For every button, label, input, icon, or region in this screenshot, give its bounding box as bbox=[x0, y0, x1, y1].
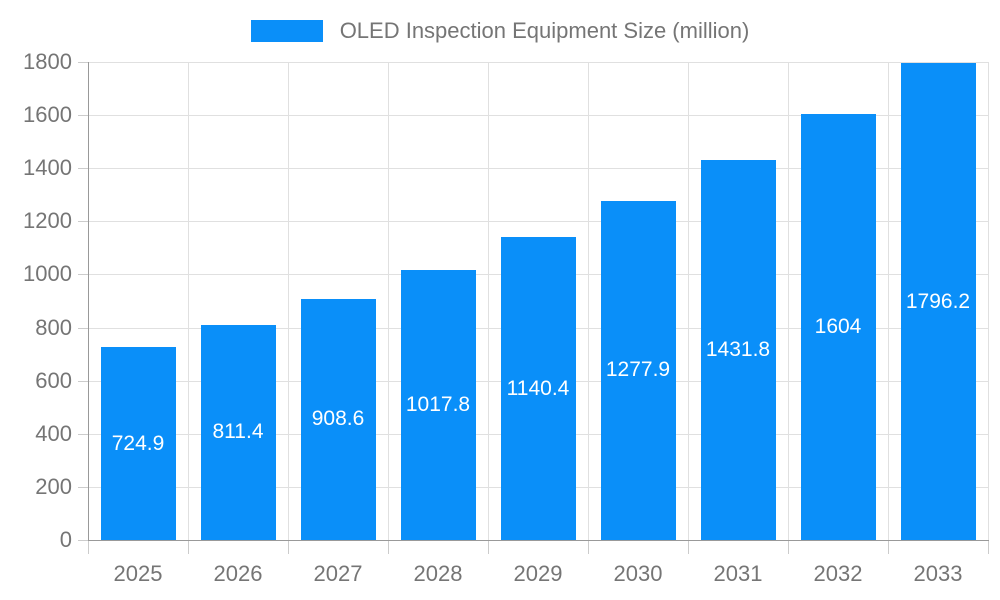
legend-swatch[interactable] bbox=[250, 20, 323, 42]
y-axis-label: 200 bbox=[35, 474, 72, 499]
bar-2033[interactable] bbox=[900, 63, 976, 540]
y-axis-label: 1600 bbox=[23, 102, 72, 127]
x-axis-tick bbox=[388, 541, 389, 554]
x-axis-tick bbox=[188, 541, 189, 554]
y-axis-line bbox=[88, 62, 89, 540]
bar-value-label: 908.6 bbox=[311, 407, 365, 431]
bar-2029[interactable] bbox=[500, 237, 576, 540]
x-axis-label: 2027 bbox=[313, 561, 363, 586]
bar-2027[interactable] bbox=[300, 298, 376, 540]
y-axis-tick bbox=[78, 434, 88, 435]
y-axis-label: 1000 bbox=[23, 261, 72, 286]
legend[interactable]: OLED Inspection Equipment Size (million) bbox=[0, 17, 1000, 45]
y-axis-label: 0 bbox=[59, 527, 72, 552]
x-axis-tick bbox=[88, 541, 89, 554]
x-axis-tick bbox=[288, 541, 289, 554]
x-axis-tick bbox=[488, 541, 489, 554]
x-axis-tick bbox=[988, 541, 989, 554]
gridline-v bbox=[288, 62, 289, 540]
x-axis-tick bbox=[788, 541, 789, 554]
bar-value-label: 1140.4 bbox=[506, 376, 570, 400]
x-axis-label: 2028 bbox=[413, 561, 463, 586]
bar-value-label: 1017.8 bbox=[405, 392, 471, 416]
x-axis-tick bbox=[588, 541, 589, 554]
bar-2030[interactable] bbox=[600, 200, 676, 540]
x-axis-label: 2032 bbox=[813, 561, 863, 586]
x-axis-label: 2029 bbox=[513, 561, 563, 586]
gridline-v bbox=[488, 62, 489, 540]
bar-value-label: 1277.9 bbox=[605, 358, 671, 382]
bar-2028[interactable] bbox=[400, 269, 476, 540]
bar-value-label: 1431.8 bbox=[705, 337, 771, 361]
y-axis-tick bbox=[78, 168, 88, 169]
gridline-h bbox=[88, 62, 988, 63]
gridline-v bbox=[988, 62, 989, 540]
x-axis-label: 2026 bbox=[213, 561, 263, 586]
y-axis-tick bbox=[78, 381, 88, 382]
x-axis-label: 2030 bbox=[613, 561, 663, 586]
plot-area: 724.9 811.4 908.6 1017.8 1140.4 1277.9 1431.8 1… bbox=[88, 62, 989, 541]
gridline-h bbox=[88, 115, 988, 116]
bar-value-label: 1604 bbox=[814, 315, 862, 339]
gridline-v bbox=[788, 62, 789, 540]
y-axis-tick bbox=[78, 115, 88, 116]
y-axis-tick bbox=[78, 221, 88, 222]
y-axis-tick bbox=[78, 274, 88, 275]
x-axis-label: 2033 bbox=[913, 561, 963, 586]
x-axis-label: 2031 bbox=[713, 561, 763, 586]
y-axis-label: 600 bbox=[35, 368, 72, 393]
gridline-v bbox=[588, 62, 589, 540]
bar-2025[interactable] bbox=[100, 347, 176, 540]
legend-label[interactable]: OLED Inspection Equipment Size (million) bbox=[339, 18, 750, 43]
gridline-v bbox=[388, 62, 389, 540]
bar-2032[interactable] bbox=[800, 114, 876, 540]
x-axis-tick bbox=[688, 541, 689, 554]
y-axis-tick bbox=[78, 487, 88, 488]
gridline-h bbox=[88, 168, 988, 169]
gridline-v bbox=[188, 62, 189, 540]
y-axis-tick bbox=[78, 328, 88, 329]
gridline-v bbox=[888, 62, 889, 540]
y-axis-label: 1200 bbox=[23, 208, 72, 233]
y-axis-label: 1800 bbox=[23, 49, 72, 74]
x-axis-tick bbox=[888, 541, 889, 554]
y-axis-tick bbox=[78, 62, 88, 63]
y-axis-label: 1400 bbox=[23, 155, 72, 180]
bar-value-label: 1796.2 bbox=[905, 289, 971, 313]
bar-2026[interactable] bbox=[200, 324, 276, 540]
gridline-v bbox=[688, 62, 689, 540]
bar-value-label: 811.4 bbox=[212, 420, 264, 444]
bar-value-label: 724.9 bbox=[111, 431, 165, 455]
y-axis-label: 400 bbox=[35, 421, 72, 446]
y-axis-tick bbox=[78, 540, 88, 541]
gridline-h bbox=[88, 221, 988, 222]
y-axis-label: 800 bbox=[35, 315, 72, 340]
x-axis-line bbox=[88, 540, 989, 541]
x-axis-label: 2025 bbox=[113, 561, 163, 586]
bar-2031[interactable] bbox=[700, 159, 776, 540]
